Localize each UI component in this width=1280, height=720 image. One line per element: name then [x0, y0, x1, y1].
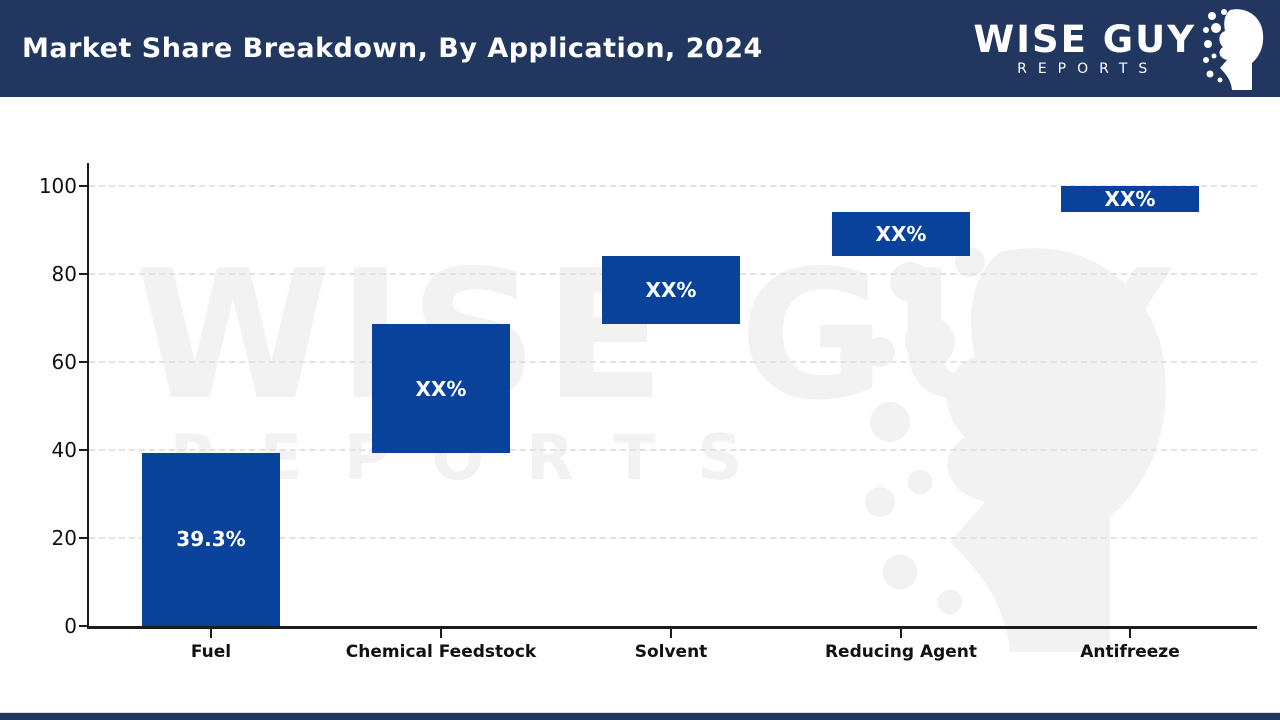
bar-antifreeze: XX%	[1061, 185, 1199, 212]
bar-value-label: XX%	[645, 278, 697, 303]
wise-guy-reports-logo: WISE GUY REPORTS	[973, 4, 1280, 94]
gridline	[89, 536, 1257, 539]
x-axis-line	[87, 626, 1257, 629]
bar-fuel: 39.3%	[142, 452, 280, 626]
y-axis-tick	[79, 536, 87, 539]
y-axis-line	[87, 163, 89, 626]
x-axis-category-label: Solvent	[634, 642, 708, 662]
bar-value-label: 39.3%	[176, 527, 246, 552]
footer-bar	[0, 713, 1280, 720]
y-axis-tick	[79, 360, 87, 363]
x-axis-tick	[670, 629, 672, 638]
bar-chemical-feedstock: XX%	[372, 324, 510, 453]
gridline	[89, 448, 1257, 451]
x-axis-tick	[210, 629, 212, 638]
x-axis-tick	[440, 629, 442, 638]
bar-reducing-agent: XX%	[832, 211, 970, 256]
bar-value-label: XX%	[1104, 186, 1156, 211]
y-axis-tick-label: 80	[51, 261, 77, 286]
bar-value-label: XX%	[415, 376, 467, 401]
logo-head-icon	[1200, 4, 1266, 94]
y-axis-tick	[79, 272, 87, 275]
footer-hairline	[0, 712, 1280, 713]
y-axis-tick-label: 100	[38, 173, 77, 198]
plot-area: 0 20 40 60 80 100 39.3% XX% XX% XX% XX% Fuel Chemica…	[0, 97, 1280, 710]
y-axis-tick-label: 40	[51, 437, 77, 462]
bar-solvent: XX%	[602, 255, 740, 325]
y-axis-tick-label: 0	[64, 614, 77, 638]
y-axis-tick	[79, 448, 87, 451]
gridline	[89, 360, 1257, 363]
x-axis-category-label: Chemical Feedstock	[345, 642, 537, 662]
y-axis-tick-label: 60	[51, 349, 77, 374]
chart-title: Market Share Breakdown, By Application, …	[22, 33, 763, 64]
y-axis-tick	[79, 625, 87, 627]
x-axis-category-label: Fuel	[190, 642, 232, 662]
x-axis-tick	[900, 629, 902, 638]
x-axis-category-label: Reducing Agent	[824, 642, 978, 662]
logo-wordmark: WISE GUY	[973, 18, 1196, 61]
y-axis-tick	[79, 184, 87, 187]
x-axis-tick	[1129, 629, 1131, 638]
gridline	[89, 184, 1257, 187]
header-bar: Market Share Breakdown, By Application, …	[0, 0, 1280, 97]
x-axis-category-label: Antifreeze	[1080, 642, 1180, 662]
logo-subtitle: REPORTS	[1017, 61, 1159, 77]
y-axis-tick-label: 20	[51, 525, 77, 550]
bar-value-label: XX%	[875, 221, 927, 246]
